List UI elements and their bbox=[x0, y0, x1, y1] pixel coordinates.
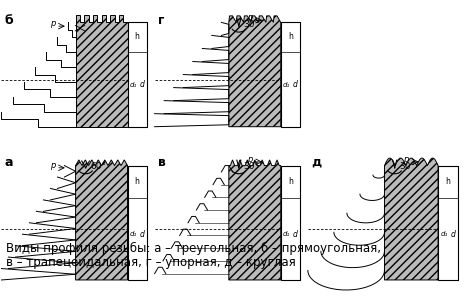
Text: в – трапецеидальная, г – упорная, д – круглая: в – трапецеидальная, г – упорная, д – кр… bbox=[6, 256, 296, 269]
Bar bbox=[438, 166, 458, 280]
Text: d: d bbox=[451, 230, 456, 239]
Polygon shape bbox=[229, 16, 281, 127]
Text: d₁: d₁ bbox=[283, 231, 290, 237]
Bar bbox=[128, 22, 147, 127]
Text: 60°: 60° bbox=[90, 162, 106, 171]
Text: h: h bbox=[288, 32, 293, 41]
Text: d₁: d₁ bbox=[130, 82, 137, 88]
Text: h: h bbox=[135, 32, 140, 41]
Text: d₁: d₁ bbox=[283, 82, 290, 88]
Bar bbox=[281, 166, 300, 280]
Text: 30°: 30° bbox=[244, 162, 259, 171]
Bar bbox=[281, 22, 300, 127]
Text: а: а bbox=[4, 156, 13, 169]
Text: 30°: 30° bbox=[399, 162, 415, 171]
Text: 30°: 30° bbox=[244, 20, 259, 29]
Polygon shape bbox=[384, 158, 438, 280]
Text: в: в bbox=[157, 156, 165, 169]
Text: d: d bbox=[139, 230, 145, 239]
Text: p: p bbox=[247, 13, 252, 22]
Text: б: б bbox=[4, 14, 13, 27]
Text: d: d bbox=[293, 80, 298, 89]
Text: h: h bbox=[288, 177, 293, 186]
Text: d: d bbox=[293, 230, 298, 239]
Text: p: p bbox=[50, 19, 55, 28]
Text: p: p bbox=[50, 161, 55, 170]
Text: h: h bbox=[446, 177, 450, 186]
Bar bbox=[128, 166, 147, 280]
Text: d₁: d₁ bbox=[130, 231, 137, 237]
Text: p: p bbox=[403, 155, 409, 164]
Text: h: h bbox=[135, 177, 140, 186]
Polygon shape bbox=[229, 160, 281, 280]
Text: p: p bbox=[247, 155, 252, 164]
Text: д: д bbox=[311, 156, 321, 169]
Text: d: d bbox=[139, 80, 145, 89]
Text: г: г bbox=[157, 14, 164, 27]
Text: Виды профиля резьбы: а – треугольная, б – прямоугольная,: Виды профиля резьбы: а – треугольная, б … bbox=[6, 242, 381, 255]
Polygon shape bbox=[75, 15, 128, 127]
Text: d₁: d₁ bbox=[440, 231, 448, 237]
Polygon shape bbox=[75, 160, 128, 280]
